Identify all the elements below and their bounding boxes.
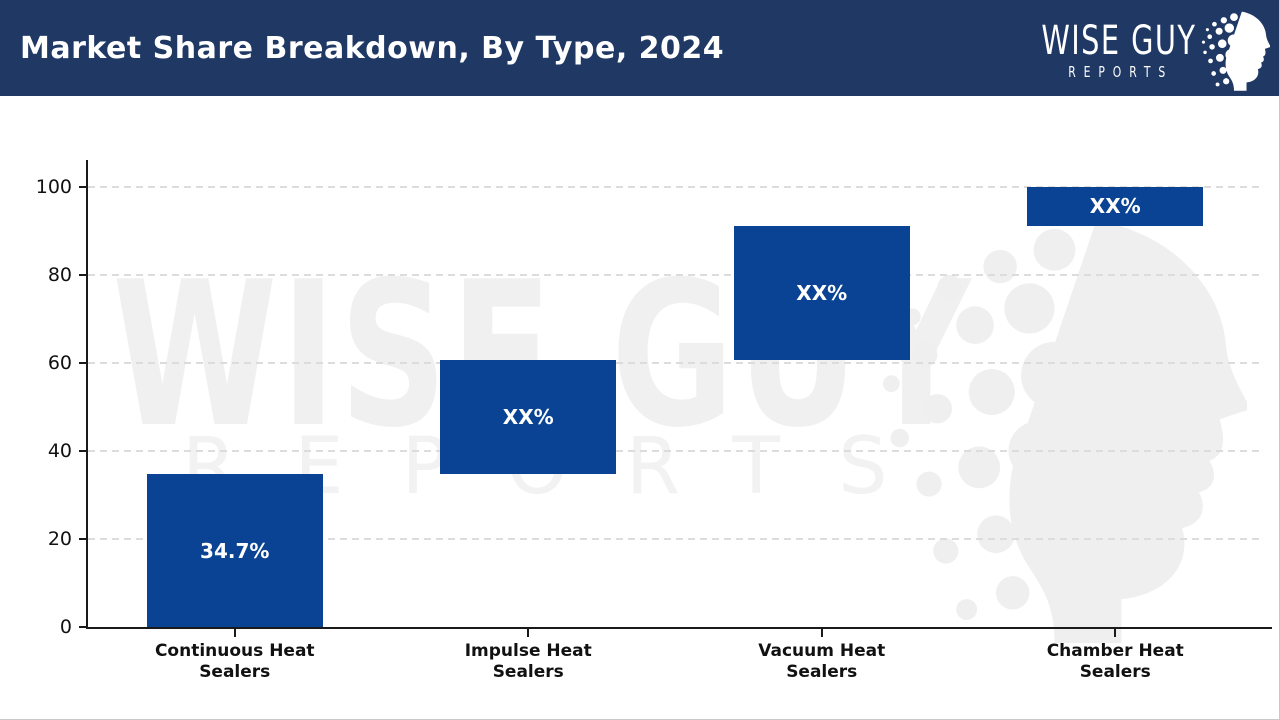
- bar-segment: XX%: [733, 225, 910, 360]
- bar-value-label: 34.7%: [200, 538, 270, 563]
- y-tick-label: 40: [47, 440, 72, 462]
- y-tick-label: 20: [47, 528, 72, 550]
- category-label-line: Chamber Heat: [1046, 641, 1184, 661]
- y-axis-line: [86, 160, 88, 629]
- y-tick-mark: [79, 538, 88, 540]
- gridline: [88, 450, 1262, 452]
- y-tick-label: 60: [47, 352, 72, 374]
- bar-value-label: XX%: [1089, 194, 1141, 219]
- category-label-line: Sealers: [199, 662, 271, 682]
- y-tick-mark: [79, 274, 88, 276]
- y-tick-mark: [79, 186, 88, 188]
- y-tick-mark: [79, 362, 88, 364]
- bar-value-label: XX%: [796, 280, 848, 305]
- category-label: Vacuum Heat Sealers: [702, 641, 942, 683]
- category-label-line: Sealers: [1079, 662, 1151, 682]
- category-label: Impulse Heat Sealers: [408, 641, 648, 683]
- category-label-line: Sealers: [492, 662, 564, 682]
- bar-segment: 34.7%: [146, 474, 323, 627]
- x-tick-mark: [820, 629, 823, 637]
- gridline: [88, 274, 1262, 276]
- chart-title: Market Share Breakdown, By Type, 2024: [20, 30, 725, 66]
- header-bar: Market Share Breakdown, By Type, 2024 WI…: [0, 0, 1279, 96]
- gridline: [88, 362, 1262, 364]
- y-tick-mark: [79, 450, 88, 452]
- wiseguy-logo: WISE GUY REPORTS: [981, 6, 1270, 94]
- logo-wordmark: WISE GUY: [1040, 17, 1196, 64]
- face-logo-icon: [1201, 11, 1270, 91]
- bar-value-label: XX%: [502, 405, 554, 430]
- category-label-line: Vacuum Heat: [758, 641, 886, 661]
- logo-subtitle: REPORTS: [1067, 62, 1173, 81]
- x-tick-mark: [1114, 629, 1117, 637]
- category-label-line: Continuous Heat: [154, 641, 315, 661]
- category-label-line: Impulse Heat: [464, 641, 592, 661]
- category-label: Chamber Heat Sealers: [995, 641, 1235, 683]
- x-tick-mark: [233, 629, 236, 637]
- bar-segment: XX%: [1027, 187, 1204, 226]
- x-axis-line: [88, 627, 1272, 629]
- bar-segment: XX%: [440, 359, 617, 475]
- gridline: [88, 538, 1262, 540]
- category-label: Continuous Heat Sealers: [115, 641, 355, 683]
- y-tick-label: 80: [47, 264, 72, 286]
- logo-text: WISE GUY REPORTS: [1041, 20, 1196, 81]
- y-tick-mark: [79, 626, 88, 628]
- y-tick-label: 100: [35, 176, 72, 198]
- y-tick-label: 0: [59, 616, 72, 638]
- plot-area: WISE GUY REPORTS 02040608010034.7%Contin…: [0, 96, 1279, 719]
- gridline: [88, 186, 1262, 188]
- x-tick-mark: [527, 629, 530, 637]
- category-label-line: Sealers: [786, 662, 858, 682]
